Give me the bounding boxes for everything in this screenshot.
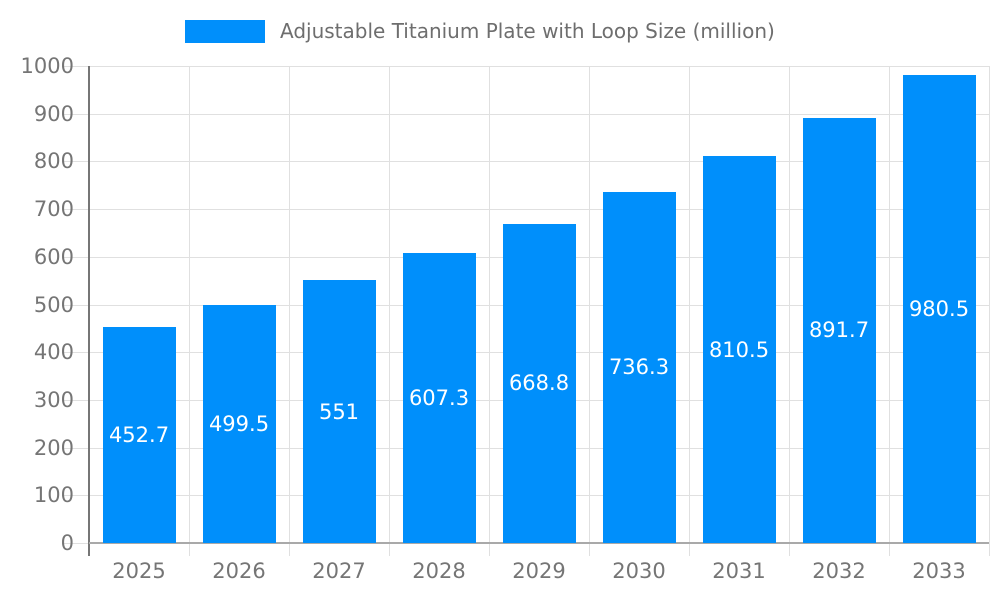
bar-2025[interactable]: 452.7 xyxy=(102,327,176,543)
y-axis-tick-label: 1000 xyxy=(20,54,74,78)
x-axis-tick-label: 2032 xyxy=(812,559,866,583)
x-axis-tick-label: 2029 xyxy=(512,559,566,583)
bar-value-label: 668.8 xyxy=(508,371,570,396)
y-axis-tick-label: 0 xyxy=(60,531,74,555)
bar-value-label: 452.7 xyxy=(108,423,170,448)
y-axis-tick-label: 500 xyxy=(33,292,74,317)
y-axis-tick-label: 100 xyxy=(33,483,74,508)
bar-2032[interactable]: 891.7 xyxy=(802,117,876,543)
x-axis-tick-label: 2026 xyxy=(212,559,266,583)
y-axis-tick-label: 200 xyxy=(33,435,74,460)
gridline-vertical xyxy=(589,66,590,556)
bar-value-label: 736.3 xyxy=(608,355,670,380)
bar-value-label: 810.5 xyxy=(708,337,770,362)
y-axis-tick-label: 900 xyxy=(33,101,74,126)
gridline-horizontal xyxy=(62,66,989,67)
x-axis-tick-label: 2028 xyxy=(412,559,466,583)
bar-2031[interactable]: 810.5 xyxy=(702,156,776,543)
bar-value-label: 891.7 xyxy=(808,318,870,343)
gridline-vertical xyxy=(689,66,690,556)
bar-2026[interactable]: 499.5 xyxy=(202,304,276,543)
gridline-vertical xyxy=(189,66,190,556)
x-axis-line xyxy=(89,542,989,544)
gridline-vertical xyxy=(789,66,790,556)
x-axis-tick-label: 2025 xyxy=(112,559,166,583)
y-axis-tick-label: 700 xyxy=(33,197,74,222)
gridline-horizontal xyxy=(62,209,989,211)
gridline-vertical xyxy=(889,66,890,556)
bar-2030[interactable]: 736.3 xyxy=(602,191,676,543)
y-axis-tick-label: 800 xyxy=(33,149,74,174)
gridline-vertical xyxy=(289,66,290,556)
gridline-vertical xyxy=(389,66,390,556)
legend-item[interactable]: Adjustable Titanium Plate with Loop Size… xyxy=(185,19,775,43)
y-axis-tick-label: 600 xyxy=(33,244,74,269)
bar-value-label: 551 xyxy=(318,399,360,424)
y-axis-tick-label: 400 xyxy=(33,340,74,365)
x-axis-tick-label: 2027 xyxy=(312,559,366,583)
bar-2027[interactable]: 551 xyxy=(302,280,376,543)
x-axis-tick-label: 2031 xyxy=(712,559,766,583)
bar-2033[interactable]: 980.5 xyxy=(902,75,976,543)
y-axis-tick-label: 300 xyxy=(33,387,74,412)
gridline-horizontal xyxy=(62,113,989,115)
bar-value-label: 980.5 xyxy=(908,297,970,322)
gridline-horizontal xyxy=(62,161,989,163)
y-axis-tick xyxy=(62,543,89,544)
x-axis-tick-label: 2030 xyxy=(612,559,666,583)
bar-value-label: 607.3 xyxy=(408,386,470,411)
legend-swatch-icon xyxy=(185,19,265,43)
y-axis-line xyxy=(88,66,90,556)
gridline-vertical xyxy=(989,66,990,556)
bar-value-label: 499.5 xyxy=(208,411,270,436)
bar-2029[interactable]: 668.8 xyxy=(502,223,576,543)
x-axis-tick-label: 2033 xyxy=(912,559,966,583)
gridline-vertical xyxy=(489,66,490,556)
legend-label: Adjustable Titanium Plate with Loop Size… xyxy=(280,19,775,43)
bar-2028[interactable]: 607.3 xyxy=(402,253,476,543)
